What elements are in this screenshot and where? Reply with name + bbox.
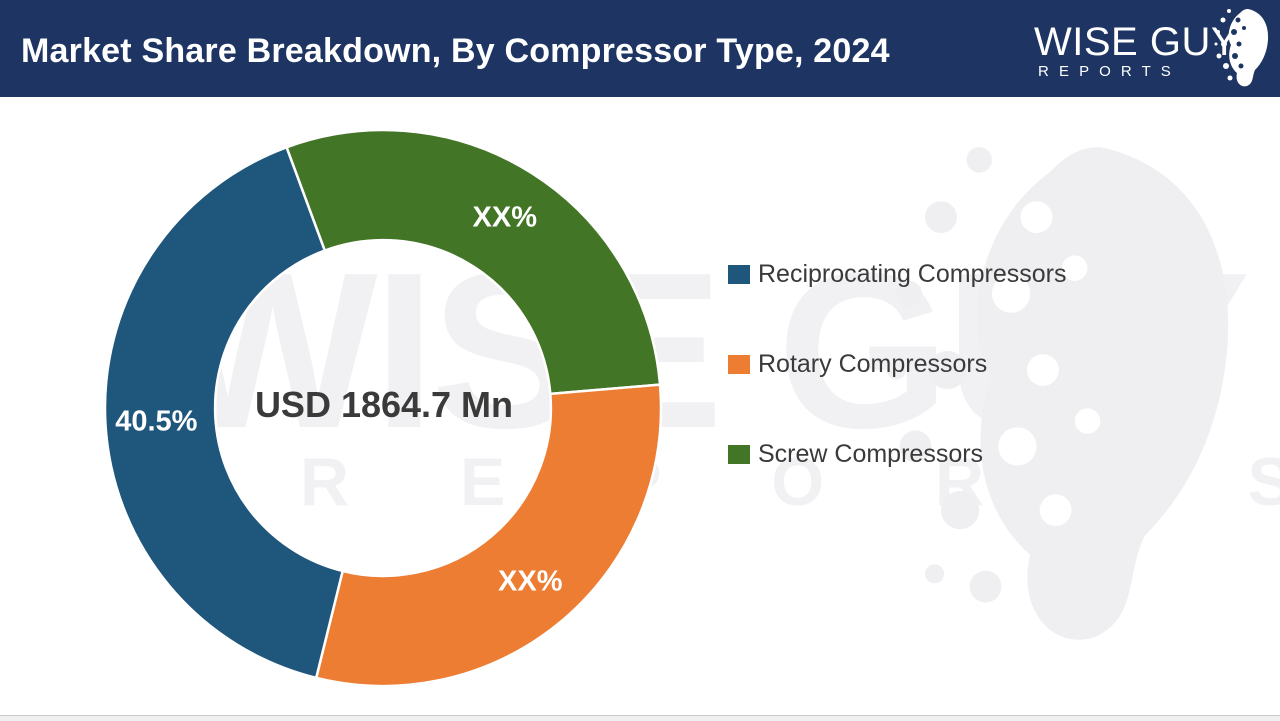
header-bar: Market Share Breakdown, By Compressor Ty… bbox=[0, 0, 1280, 97]
page-title: Market Share Breakdown, By Compressor Ty… bbox=[21, 32, 890, 70]
donut-segments: XX% XX% 40.5% bbox=[103, 128, 663, 688]
legend-label: Rotary Compressors bbox=[758, 350, 988, 378]
legend-swatch-icon bbox=[728, 265, 750, 284]
legend-label: Screw Compressors bbox=[758, 440, 984, 468]
legend-label: Reciprocating Compressors bbox=[758, 260, 1067, 288]
legend-item-screw: Screw Compressors bbox=[728, 440, 983, 469]
legend-swatch-icon bbox=[728, 445, 750, 464]
slice-value-label: 40.5% bbox=[115, 406, 197, 438]
slice-value-label: XX% bbox=[498, 566, 563, 598]
donut-segment bbox=[103, 145, 345, 680]
bottom-divider bbox=[0, 715, 1280, 721]
donut-segment bbox=[284, 128, 662, 396]
donut-segment bbox=[314, 383, 663, 688]
slice-value-label: XX% bbox=[473, 201, 538, 233]
wise-guy-logo: WISE GUY R E P O R T S bbox=[1034, 9, 1269, 87]
chart-center-value: USD 1864.7 Mn bbox=[255, 384, 513, 425]
legend-swatch-icon bbox=[728, 355, 750, 374]
logo-face-icon bbox=[1214, 9, 1269, 87]
legend-item-rotary: Rotary Compressors bbox=[728, 350, 987, 379]
logo-text-line1: WISE GUY bbox=[1034, 20, 1238, 64]
legend-item-reciprocating: Reciprocating Compressors bbox=[728, 260, 1066, 289]
logo-text-line2: R E P O R T S bbox=[1038, 63, 1174, 80]
